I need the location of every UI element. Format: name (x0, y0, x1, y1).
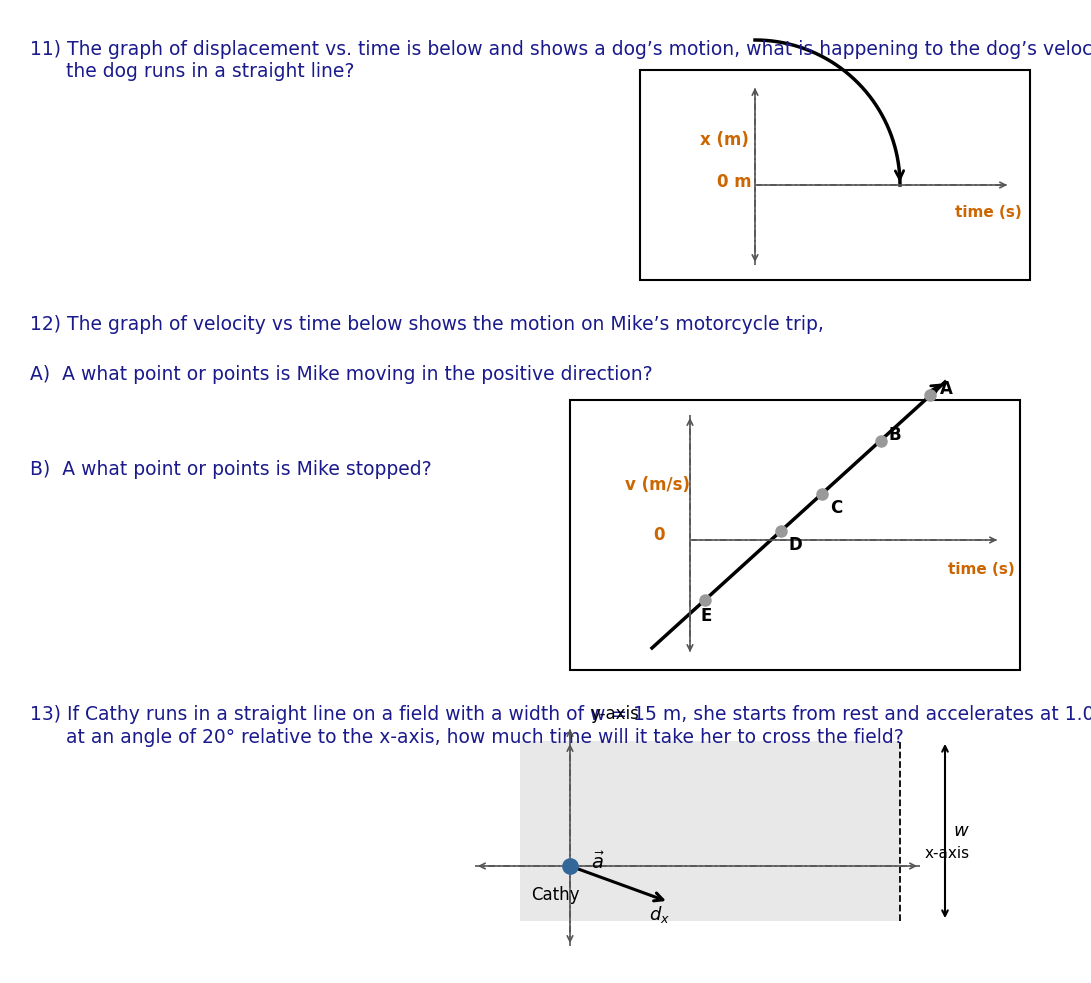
Text: B)  A what point or points is Mike stopped?: B) A what point or points is Mike stoppe… (29, 460, 432, 479)
Text: E: E (700, 607, 712, 625)
Bar (520, 741, 900, 921)
Text: y-axis: y-axis (590, 705, 639, 723)
Text: time (s): time (s) (956, 205, 1022, 220)
Text: 13) If Cathy runs in a straight line on a field with a width of w = 15 m, she st: 13) If Cathy runs in a straight line on … (29, 705, 1091, 724)
Text: D: D (789, 536, 803, 554)
Text: 11) The graph of displacement vs. time is below and shows a dog’s motion, what i: 11) The graph of displacement vs. time i… (29, 40, 1091, 59)
Text: A)  A what point or points is Mike moving in the positive direction?: A) A what point or points is Mike moving… (29, 365, 652, 384)
Text: x (m): x (m) (700, 131, 748, 149)
Text: C: C (830, 498, 842, 517)
Text: 0 m: 0 m (717, 173, 752, 191)
Text: time (s): time (s) (948, 562, 1015, 577)
Text: v (m/s): v (m/s) (625, 476, 690, 494)
Text: 0: 0 (654, 526, 666, 544)
Text: w: w (954, 822, 968, 840)
Text: B: B (888, 426, 901, 443)
Text: at an angle of 20° relative to the x-axis, how much time will it take her to cro: at an angle of 20° relative to the x-axi… (29, 728, 903, 747)
Text: x-axis: x-axis (925, 846, 970, 861)
Text: the dog runs in a straight line?: the dog runs in a straight line? (29, 62, 355, 81)
Text: 12) The graph of velocity vs time below shows the motion on Mike’s motorcycle tr: 12) The graph of velocity vs time below … (29, 315, 824, 334)
Bar (640, 70, 1030, 280)
Text: $\vec{a}$: $\vec{a}$ (591, 851, 606, 873)
Bar (570, 400, 1020, 670)
Text: Cathy: Cathy (530, 886, 579, 904)
Text: A: A (940, 380, 954, 398)
Text: $d_x$: $d_x$ (649, 904, 671, 925)
